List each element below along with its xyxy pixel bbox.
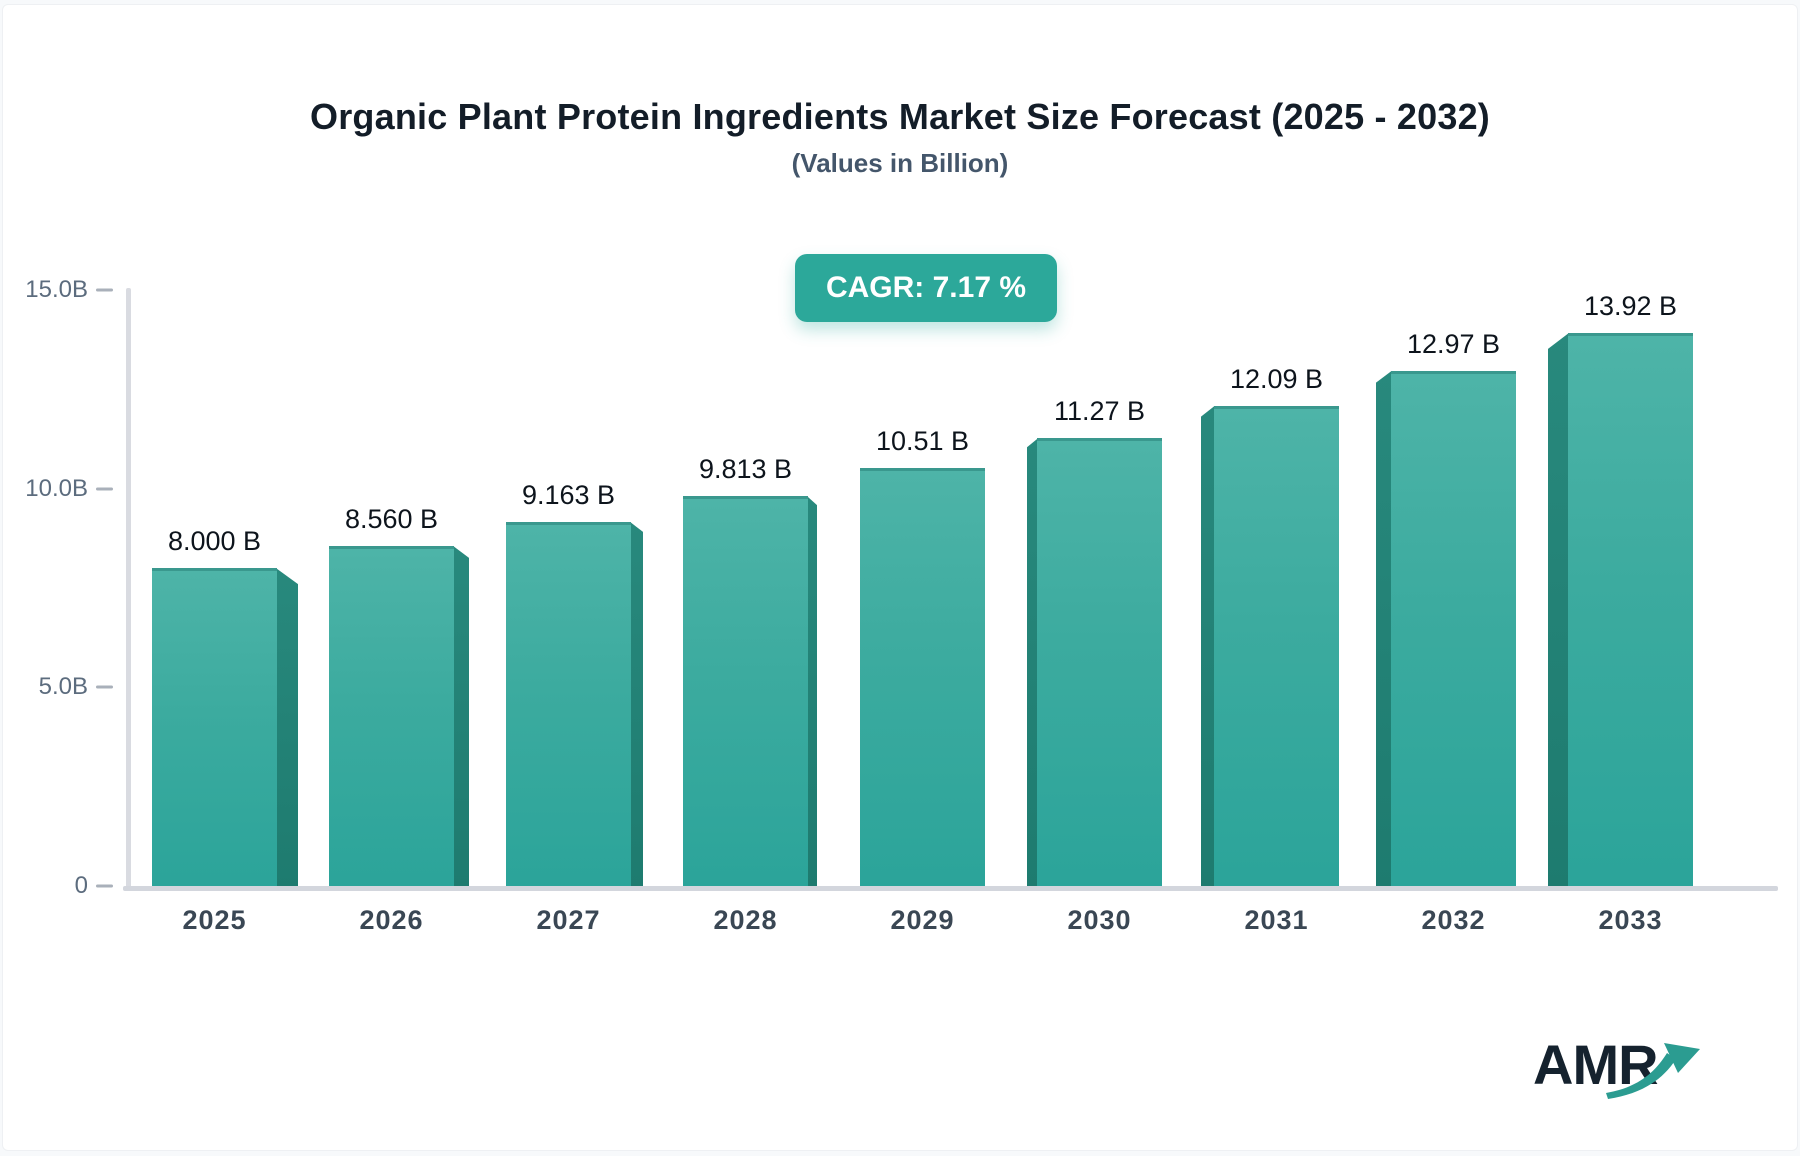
bar-side-2033 bbox=[1548, 332, 1569, 888]
x-category-label-2028: 2028 bbox=[713, 905, 778, 935]
bar-value-label-2030: 11.27 B bbox=[1053, 396, 1146, 427]
y-tick-mark bbox=[96, 884, 113, 888]
bar-value-label-2027: 9.163 B bbox=[521, 479, 616, 510]
bar-2025 bbox=[152, 568, 277, 888]
y-tick-mark bbox=[96, 685, 113, 689]
chart-subtitle: (Values in Billion) bbox=[791, 148, 1009, 178]
bar-side-2026 bbox=[453, 545, 469, 888]
y-tick-label-15.0B: 15.0B bbox=[25, 276, 88, 303]
x-axis-baseline bbox=[123, 886, 1778, 891]
bar-side-2025 bbox=[276, 568, 298, 888]
x-category-label-2033: 2033 bbox=[1598, 905, 1663, 935]
bar-2028 bbox=[683, 496, 808, 888]
bar-2031 bbox=[1214, 405, 1339, 888]
bar-side-2027 bbox=[630, 521, 643, 888]
amr-logo: AMR bbox=[1533, 1035, 1703, 1105]
bar-value-label-2028: 9.813 B bbox=[698, 454, 793, 485]
y-tick-mark bbox=[96, 288, 113, 292]
x-category-label-2025: 2025 bbox=[182, 905, 247, 935]
growth-arrow-icon bbox=[1606, 1043, 1700, 1099]
x-category-label-2031: 2031 bbox=[1244, 905, 1309, 935]
y-tick-mark bbox=[96, 487, 113, 491]
bar-2030 bbox=[1037, 438, 1162, 888]
cagr-badge-label: CAGR: 7.17 % bbox=[825, 271, 1027, 304]
bar-value-label-2025: 8.000 B bbox=[167, 526, 262, 557]
bar-value-label-2029: 10.51 B bbox=[875, 426, 970, 457]
cagr-badge: CAGR: 7.17 % bbox=[795, 254, 1057, 322]
y-tick-label-5.0B: 5.0B bbox=[38, 673, 88, 701]
x-category-label-2030: 2030 bbox=[1067, 905, 1132, 935]
bar-2032 bbox=[1391, 370, 1516, 888]
bar-value-label-2032: 12.97 B bbox=[1406, 328, 1501, 359]
bar-side-2030 bbox=[1027, 438, 1038, 888]
bar-2033 bbox=[1568, 332, 1693, 888]
x-category-label-2032: 2032 bbox=[1421, 905, 1486, 935]
bar-side-2032 bbox=[1376, 370, 1392, 888]
bar-2029 bbox=[860, 468, 985, 888]
bar-side-2028 bbox=[807, 496, 817, 888]
x-category-label-2029: 2029 bbox=[890, 905, 955, 935]
bar-value-label-2033: 13.92 B bbox=[1583, 290, 1678, 321]
bar-2026 bbox=[329, 545, 454, 888]
x-category-label-2026: 2026 bbox=[359, 905, 424, 935]
chart-title: Organic Plant Protein Ingredients Market… bbox=[310, 96, 1490, 137]
bar-value-label-2026: 8.560 B bbox=[344, 503, 439, 534]
bar-side-2031 bbox=[1201, 405, 1215, 888]
bar-value-label-2031: 12.09 B bbox=[1229, 363, 1324, 394]
y-tick-label-10.0B: 10.0B bbox=[25, 474, 88, 502]
x-category-label-2027: 2027 bbox=[536, 905, 601, 935]
bar-2027 bbox=[506, 521, 631, 888]
y-tick-label-0: 0 bbox=[74, 872, 88, 899]
y-axis-line bbox=[126, 288, 131, 891]
